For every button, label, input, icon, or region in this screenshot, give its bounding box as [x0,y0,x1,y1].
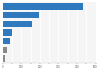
Bar [3,29,12,36]
Bar [3,38,10,44]
Bar [3,12,39,18]
Bar [3,3,83,10]
Bar [3,55,5,62]
Bar [3,47,7,53]
Bar [3,21,32,27]
